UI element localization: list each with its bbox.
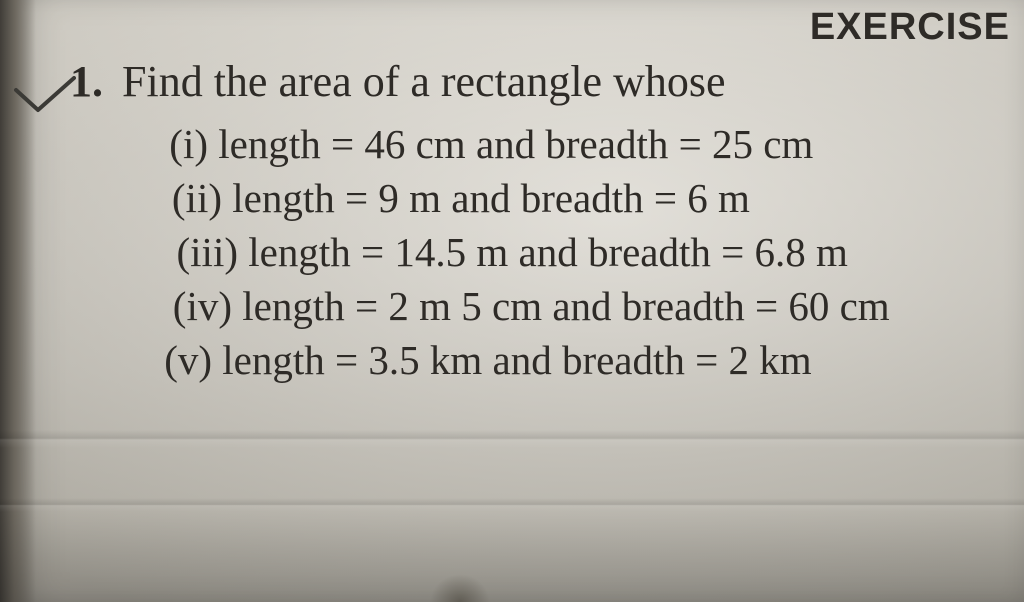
textbook-page: EXERCISE 1. Find the area of a rectangle… xyxy=(0,0,1024,602)
list-item: (ii) length = 9 m and breadth = 6 m xyxy=(150,174,890,222)
question-text: Find the area of a rectangle whose xyxy=(122,56,726,107)
subparts-list: (i) length = 46 cm and breadth = 25 cm (… xyxy=(150,120,890,390)
question-number: 1. xyxy=(70,56,103,107)
item-marker: (v) xyxy=(150,336,212,384)
bottom-shadow xyxy=(0,512,1024,602)
item-marker: (ii) xyxy=(150,174,222,222)
paper-crease xyxy=(0,498,1024,512)
paper-crease xyxy=(0,430,1024,448)
item-marker: (i) xyxy=(150,120,208,168)
list-item: (v) length = 3.5 km and breadth = 2 km xyxy=(150,336,890,384)
item-text: length = 2 m 5 cm and breadth = 60 cm xyxy=(242,283,889,329)
list-item: (iv) length = 2 m 5 cm and breadth = 60 … xyxy=(150,282,890,330)
item-text: length = 46 cm and breadth = 25 cm xyxy=(218,121,813,167)
list-item: (iii) length = 14.5 m and breadth = 6.8 … xyxy=(150,228,890,276)
item-text: length = 14.5 m and breadth = 6.8 m xyxy=(248,229,848,275)
list-item: (i) length = 46 cm and breadth = 25 cm xyxy=(150,120,890,168)
item-text: length = 9 m and breadth = 6 m xyxy=(232,175,750,221)
item-marker: (iv) xyxy=(150,282,232,330)
item-text: length = 3.5 km and breadth = 2 km xyxy=(222,337,811,383)
section-header: EXERCISE xyxy=(810,6,1010,49)
item-marker: (iii) xyxy=(150,228,238,276)
checkmark-icon xyxy=(12,76,76,116)
smudge-mark xyxy=(430,574,490,602)
